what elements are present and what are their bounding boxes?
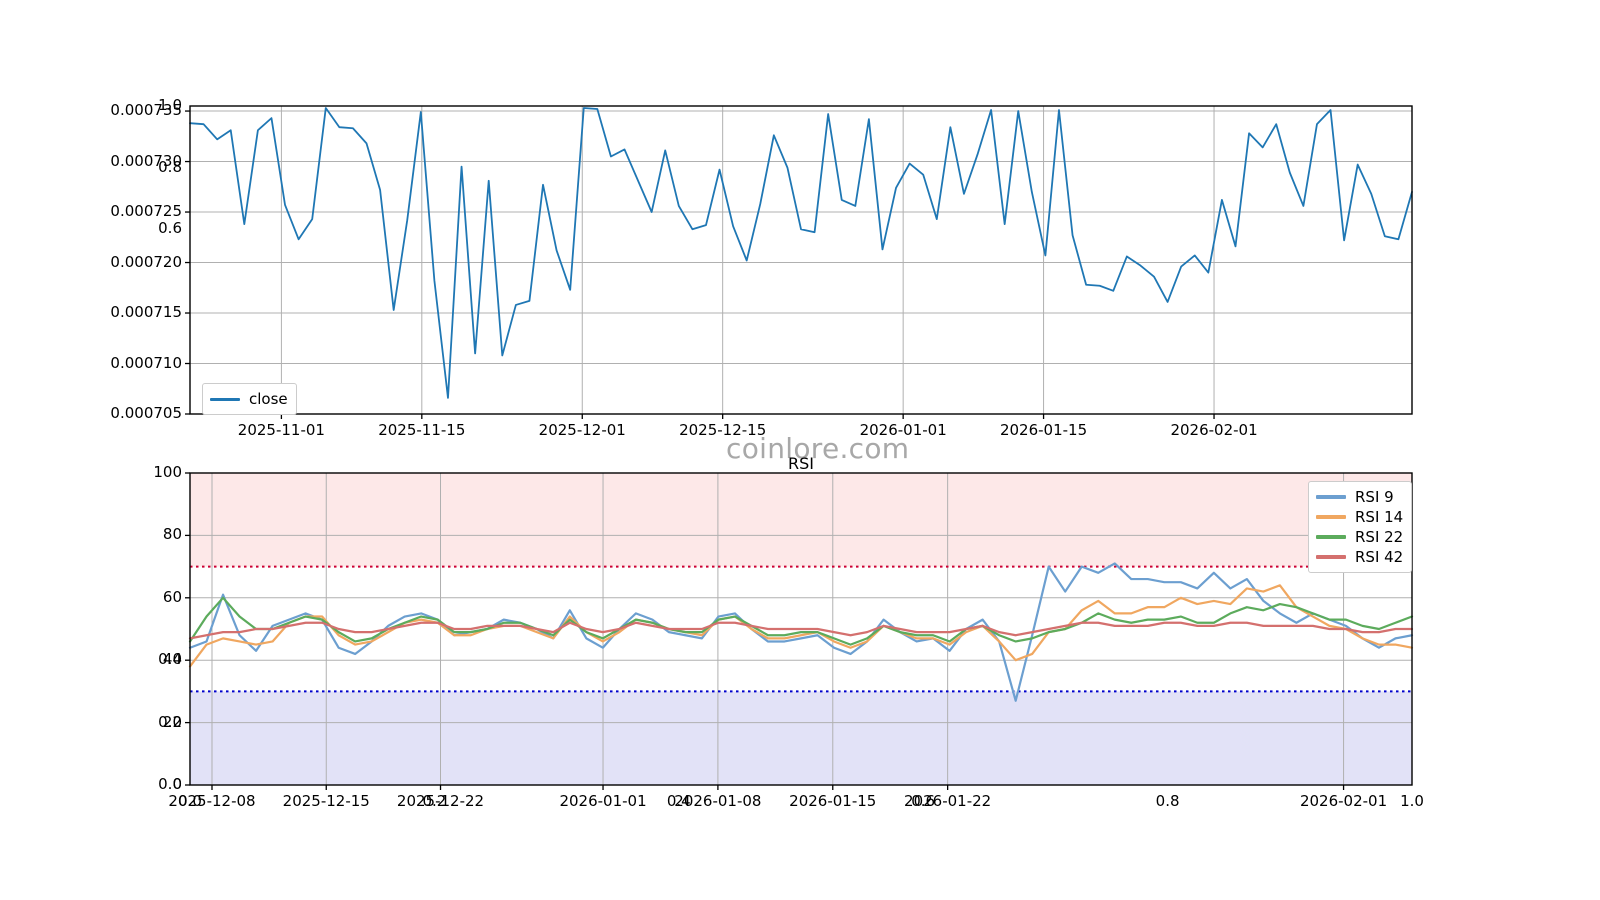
close-price-line: [189, 107, 1413, 399]
price-plot-area: [185, 105, 1413, 419]
price-x-tick-label: 2025-12-01: [538, 421, 626, 439]
rsi-y-tick-label: 20: [162, 712, 182, 731]
price-legend[interactable]: close: [202, 383, 297, 415]
price-x-tick-label: 2025-11-01: [237, 421, 325, 439]
rsi-legend-item[interactable]: RSI 22: [1316, 527, 1403, 547]
rsi-secondary-x-tick-label: 0.0: [178, 792, 202, 810]
rsi-band-oversold: [190, 691, 1412, 785]
price-x-tick-label: 2025-12-15: [679, 421, 767, 439]
legend-line-swatch-icon: [1316, 535, 1346, 539]
rsi-x-tick-label: 2026-01-22: [904, 792, 992, 810]
rsi-legend[interactable]: RSI 9 RSI 14 RSI 22 RSI 42: [1308, 481, 1413, 573]
rsi-y-tick-label: 100: [153, 463, 182, 481]
rsi-y-tick-label: 40: [162, 650, 182, 669]
rsi-x-tick-label: 2025-12-15: [282, 792, 370, 810]
price-secondary-y-tick-label: 0.6: [158, 219, 182, 238]
rsi-x-tick-label: 2026-02-01: [1299, 792, 1388, 810]
rsi-plot-area: [185, 472, 1414, 790]
price-secondary-y-tick-label: 0.8: [158, 157, 182, 176]
price-x-tick-label: 2025-11-15: [378, 421, 466, 439]
legend-line-swatch-icon: [210, 397, 240, 401]
price-y-tick-label: 0.000705: [110, 404, 182, 422]
price-x-tick-label: 2026-02-01: [1170, 421, 1258, 439]
price-chart-panel: 0.000705 0.000710 0.000715 0.000720 0.000725…: [110, 96, 1413, 439]
price-secondary-y-tick-label: 1.0: [158, 96, 182, 114]
rsi-axis-frame: [189, 472, 1413, 786]
rsi-secondary-x-tick-label: 1.0: [1400, 792, 1424, 810]
rsi-chart-panel: 0 20 40 60 80 100 0.0 0.2 0.4 2025-12-08 2025-12…: [0, 460, 1600, 900]
rsi-legend-item[interactable]: RSI 9: [1316, 487, 1403, 507]
price-y-tick-label: 0.000720: [110, 252, 182, 271]
price-y-tick-label: 0.000735: [110, 101, 182, 120]
legend-line-swatch-icon: [1316, 515, 1346, 519]
rsi-secondary-x-tick-label: 0.6: [911, 792, 936, 810]
rsi-chart-title: RSI: [788, 454, 814, 473]
price-legend-label: close: [249, 389, 288, 408]
price-y-tick-label: 0.000730: [110, 151, 182, 170]
rsi-legend-item[interactable]: RSI 14: [1316, 507, 1403, 527]
rsi-legend-item[interactable]: RSI 42: [1316, 547, 1403, 567]
rsi-legend-label: RSI 42: [1355, 547, 1404, 566]
rsi-series-line-0: [188, 562, 1414, 702]
price-axis-frame: [189, 105, 1413, 415]
rsi-y-tick-label: 0: [172, 775, 182, 793]
rsi-secondary-x-tick-label: 0.2: [422, 792, 447, 810]
rsi-x-tick-label: 2025-12-08: [168, 792, 256, 810]
rsi-x-tick-label: 2026-01-08: [674, 792, 762, 810]
rsi-band-overbought: [190, 473, 1412, 567]
rsi-legend-label: RSI 22: [1355, 527, 1404, 546]
rsi-x-tick-label: 2025-12-22: [396, 792, 485, 810]
watermark-coinlore: coinlore.com: [726, 432, 910, 465]
price-y-tick-label: 0.000715: [110, 303, 182, 322]
legend-line-swatch-icon: [1316, 495, 1346, 499]
legend-line-swatch-icon: [1316, 555, 1346, 559]
rsi-secondary-y-tick-label: 0.4: [158, 650, 182, 669]
rsi-y-tick-label: 80: [162, 525, 182, 544]
rsi-x-tick-label: 2026-01-01: [559, 792, 647, 810]
rsi-secondary-y-tick-label: 0.0: [158, 775, 182, 793]
rsi-y-tick-label: 60: [162, 587, 182, 606]
price-y-tick-label: 0.000725: [110, 202, 182, 221]
rsi-x-tick-label: 2026-01-15: [789, 792, 877, 810]
price-x-tick-label: 2026-01-15: [999, 421, 1088, 439]
rsi-secondary-y-tick-label: 0.2: [158, 712, 182, 731]
price-y-tick-label: 0.000710: [110, 353, 182, 372]
rsi-legend-label: RSI 14: [1355, 507, 1404, 526]
price-legend-item[interactable]: close: [210, 389, 288, 409]
rsi-secondary-x-tick-label: 0.4: [666, 792, 691, 810]
price-x-tick-label: 2026-01-01: [859, 421, 947, 439]
rsi-secondary-x-tick-label: 0.8: [1155, 792, 1180, 810]
rsi-legend-label: RSI 9: [1355, 487, 1394, 506]
rsi-series-line-3: [188, 621, 1414, 640]
